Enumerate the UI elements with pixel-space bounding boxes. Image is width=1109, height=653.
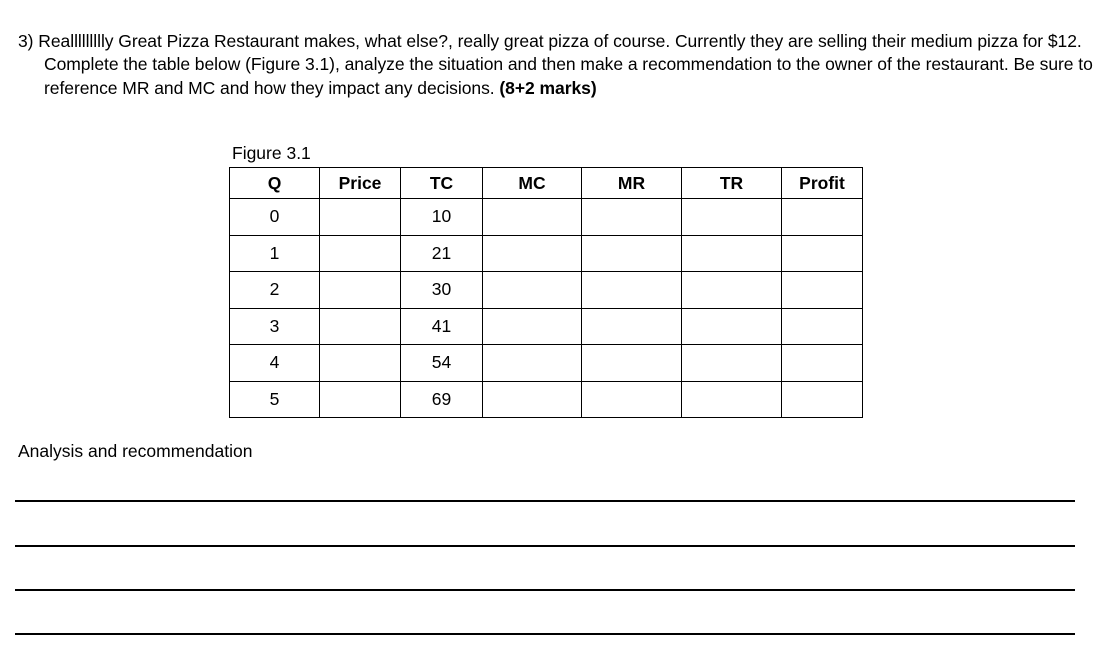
cell-mr[interactable] <box>581 198 682 236</box>
cell-profit[interactable] <box>781 307 863 345</box>
column-header-profit: Profit <box>781 167 863 199</box>
cell-mc[interactable] <box>482 234 582 272</box>
analysis-heading: Analysis and recommendation <box>18 441 253 461</box>
cell-tr[interactable] <box>681 344 782 382</box>
cell-tr[interactable] <box>681 198 782 236</box>
cell-mc[interactable] <box>482 307 582 345</box>
cell-tc: 41 <box>400 307 483 345</box>
table-row: 5 69 <box>229 380 863 418</box>
question-marks: (8+2 marks) <box>499 78 597 99</box>
question-body: Reallllllllly Great Pizza Restaurant mak… <box>38 30 1093 99</box>
cell-mr[interactable] <box>581 234 682 272</box>
answer-line[interactable] <box>15 589 1075 591</box>
column-header-mc: MC <box>482 167 582 199</box>
question-number: 3) <box>18 30 34 51</box>
cell-tr[interactable] <box>681 271 782 309</box>
table-row: 4 54 <box>229 344 863 382</box>
cell-mc[interactable] <box>482 344 582 382</box>
cell-tc: 30 <box>400 271 483 309</box>
cell-tc: 54 <box>400 344 483 382</box>
cell-price[interactable] <box>319 344 401 382</box>
cell-profit[interactable] <box>781 234 863 272</box>
answer-line[interactable] <box>15 500 1075 502</box>
cell-q: 4 <box>229 344 320 382</box>
cell-mr[interactable] <box>581 307 682 345</box>
cell-tc: 10 <box>400 198 483 236</box>
cell-tc: 69 <box>400 380 483 418</box>
cell-q: 5 <box>229 380 320 418</box>
cell-tr[interactable] <box>681 380 782 418</box>
answer-line[interactable] <box>15 633 1075 635</box>
cell-q: 2 <box>229 271 320 309</box>
cell-profit[interactable] <box>781 198 863 236</box>
cell-price[interactable] <box>319 234 401 272</box>
cell-q: 1 <box>229 234 320 272</box>
table-row: 1 21 <box>229 234 863 272</box>
table-row: 3 41 <box>229 307 863 345</box>
column-header-price: Price <box>319 167 401 199</box>
figure-caption: Figure 3.1 <box>232 143 311 163</box>
column-header-mr: MR <box>581 167 682 199</box>
column-header-tr: TR <box>681 167 782 199</box>
table-header-row: Q Price TC MC MR TR Profit <box>229 167 863 199</box>
cell-mr[interactable] <box>581 271 682 309</box>
cell-mc[interactable] <box>482 198 582 236</box>
cell-profit[interactable] <box>781 344 863 382</box>
question-paragraph: 3) Reallllllllly Great Pizza Restaurant … <box>18 30 1106 101</box>
cell-price[interactable] <box>319 307 401 345</box>
cell-q: 0 <box>229 198 320 236</box>
cell-mr[interactable] <box>581 380 682 418</box>
cell-tr[interactable] <box>681 307 782 345</box>
cell-profit[interactable] <box>781 380 863 418</box>
cell-tr[interactable] <box>681 234 782 272</box>
cell-mc[interactable] <box>482 271 582 309</box>
column-header-q: Q <box>229 167 320 199</box>
cell-q: 3 <box>229 307 320 345</box>
cell-tc: 21 <box>400 234 483 272</box>
cell-price[interactable] <box>319 380 401 418</box>
cell-mr[interactable] <box>581 344 682 382</box>
table-row: 0 10 <box>229 198 863 236</box>
cell-mc[interactable] <box>482 380 582 418</box>
column-header-tc: TC <box>400 167 483 199</box>
table-row: 2 30 <box>229 271 863 309</box>
cell-price[interactable] <box>319 198 401 236</box>
pizza-cost-table: Q Price TC MC MR TR Profit 0 10 1 <box>229 167 863 418</box>
cell-price[interactable] <box>319 271 401 309</box>
figure-3-1-table-container: Q Price TC MC MR TR Profit 0 10 1 <box>229 167 863 418</box>
answer-line[interactable] <box>15 545 1075 547</box>
cell-profit[interactable] <box>781 271 863 309</box>
